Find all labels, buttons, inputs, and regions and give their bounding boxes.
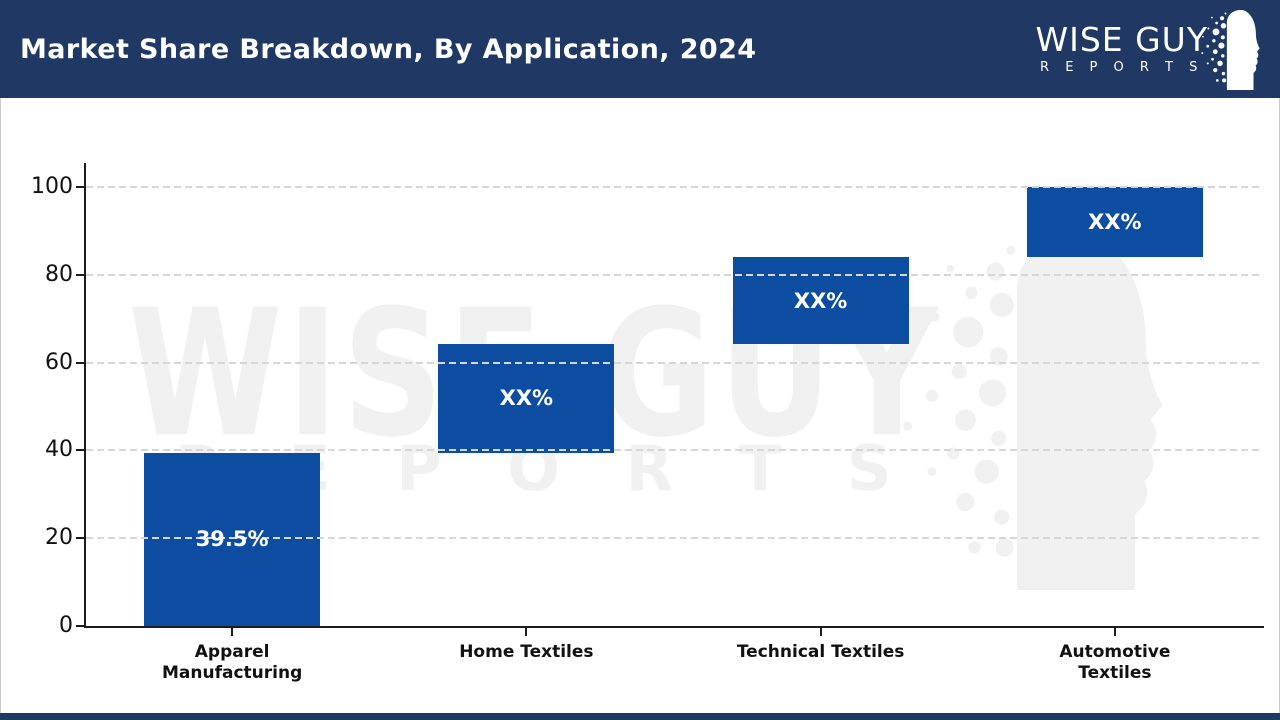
x-tick-mark — [1113, 628, 1116, 636]
brand-name: WISE GUY — [1035, 20, 1208, 59]
watermark-face-icon — [903, 234, 1163, 590]
x-axis-line — [84, 626, 1264, 628]
y-tick-label: 60 — [45, 349, 73, 375]
bar-value-label: XX% — [793, 288, 848, 313]
x-tick-mark — [231, 628, 234, 636]
gridline — [86, 186, 1262, 188]
waterfall-bar — [144, 452, 321, 626]
page-title: Market Share Breakdown, By Application, … — [20, 33, 757, 65]
y-tick-mark — [76, 537, 84, 540]
y-tick-mark — [76, 361, 84, 364]
waterfall-bar — [732, 257, 909, 345]
bar-value-label: XX% — [1088, 210, 1142, 235]
x-category-label: Home Textiles — [459, 642, 594, 662]
waterfall-bar — [1026, 187, 1203, 258]
bar-value-label: 39.5% — [195, 527, 269, 552]
brand-logo-text: WISE GUY R E P O R T S — [1035, 23, 1208, 75]
y-tick-label: 80 — [45, 261, 73, 287]
y-tick-mark — [76, 625, 84, 627]
footer-accent-bar — [0, 713, 1280, 720]
header-bar: Market Share Breakdown, By Application, … — [0, 0, 1280, 98]
page-border-left — [0, 98, 1, 720]
y-tick-label: 20 — [45, 525, 73, 551]
x-tick-mark — [525, 628, 528, 636]
y-tick-mark — [76, 449, 84, 452]
bar-value-label: XX% — [499, 386, 554, 411]
brand-face-icon — [1201, 9, 1260, 90]
gridline — [86, 537, 1262, 540]
gridline — [86, 361, 1262, 364]
x-tick-mark — [819, 628, 822, 636]
y-tick-label: 100 — [31, 174, 73, 199]
x-category-label: Apparel Manufacturing — [162, 642, 303, 683]
y-tick-label: 0 — [59, 613, 73, 638]
y-axis-line — [84, 163, 86, 628]
x-category-label: Automotive Textiles — [1059, 642, 1171, 683]
x-category-label: Technical Textiles — [736, 642, 905, 662]
y-tick-mark — [76, 186, 84, 188]
y-tick-label: 40 — [45, 437, 73, 463]
brand-logo: WISE GUY R E P O R T S — [1035, 8, 1270, 90]
brand-tagline: R E P O R T S — [1040, 60, 1204, 75]
y-tick-mark — [76, 273, 84, 276]
gridline — [86, 449, 1262, 452]
gridline — [86, 273, 1262, 276]
